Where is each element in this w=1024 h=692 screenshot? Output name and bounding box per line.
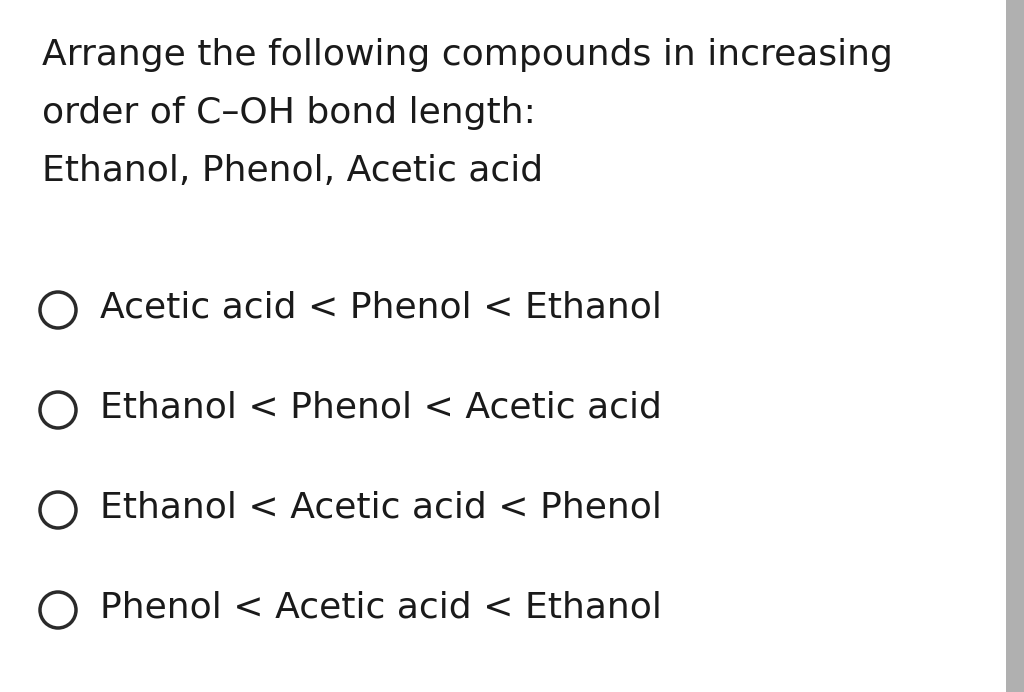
Text: order of C–OH bond length:: order of C–OH bond length: bbox=[42, 96, 536, 130]
Text: Acetic acid < Phenol < Ethanol: Acetic acid < Phenol < Ethanol bbox=[100, 290, 662, 324]
Bar bbox=[1006, 0, 1024, 692]
Text: Ethanol < Phenol < Acetic acid: Ethanol < Phenol < Acetic acid bbox=[100, 390, 662, 424]
Text: Phenol < Acetic acid < Ethanol: Phenol < Acetic acid < Ethanol bbox=[100, 590, 662, 624]
Text: Ethanol < Acetic acid < Phenol: Ethanol < Acetic acid < Phenol bbox=[100, 490, 662, 524]
Circle shape bbox=[40, 292, 76, 328]
Text: Arrange the following compounds in increasing: Arrange the following compounds in incre… bbox=[42, 38, 893, 72]
Circle shape bbox=[40, 592, 76, 628]
Circle shape bbox=[40, 392, 76, 428]
Text: Ethanol, Phenol, Acetic acid: Ethanol, Phenol, Acetic acid bbox=[42, 154, 543, 188]
Circle shape bbox=[40, 492, 76, 528]
